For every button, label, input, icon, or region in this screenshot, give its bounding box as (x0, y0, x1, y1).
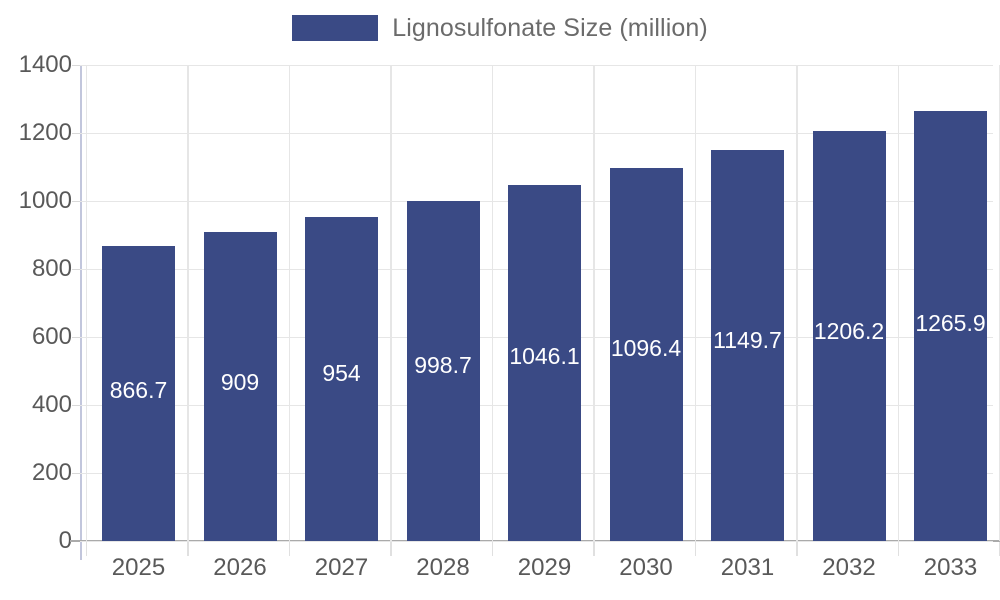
horizontal-gridline (80, 65, 993, 66)
vertical-gridline (187, 65, 189, 541)
x-axis-tick-mark (593, 542, 595, 556)
bar-value-label: 1265.9 (915, 309, 986, 336)
x-axis-tick-mark (187, 542, 189, 556)
bar[interactable] (914, 110, 987, 541)
y-axis-tick-label: 600 (31, 323, 72, 350)
y-axis-tick-label: 400 (31, 391, 72, 418)
bar-value-label: 954 (322, 360, 361, 387)
x-axis-tick-label: 2025 (111, 554, 166, 581)
bar-value-label: 998.7 (414, 351, 472, 378)
bar[interactable] (508, 185, 581, 541)
legend-label: Lignosulfonate Size (million) (392, 13, 708, 42)
y-axis-tick-mark (72, 473, 80, 474)
x-axis-tick-mark (695, 542, 696, 556)
y-axis-tick-label: 800 (31, 255, 72, 282)
x-axis-tick-label: 2029 (517, 554, 572, 581)
bar[interactable] (812, 130, 886, 541)
plot-area: 866.7 909 954 998.7 1046.1 1096.4 1149.7 1206.2… (80, 65, 1000, 542)
x-axis-tick-label: 2032 (822, 554, 876, 581)
bar-value-label: 909 (220, 368, 260, 395)
vertical-gridline (796, 65, 798, 541)
horizontal-gridline (80, 541, 993, 542)
y-axis-tick-mark (72, 337, 80, 338)
x-axis-tick-label: 2026 (213, 554, 267, 581)
y-axis-tick-label: 200 (31, 459, 72, 486)
x-axis-tick-mark (796, 542, 798, 556)
y-axis-tick-mark (72, 65, 80, 66)
bar[interactable] (305, 216, 378, 541)
bar[interactable] (609, 168, 683, 541)
x-axis-tick-label: 2033 (923, 554, 978, 581)
vertical-gridline (898, 65, 899, 541)
x-axis-tick-mark (898, 542, 899, 556)
vertical-gridline (593, 65, 595, 541)
x-axis-tick-label: 2030 (619, 554, 673, 581)
x-axis-tick-mark (390, 542, 392, 556)
bar[interactable] (203, 231, 277, 541)
y-axis-tick-label: 0 (58, 527, 72, 554)
vertical-gridline (289, 65, 290, 541)
legend-color-swatch-icon (292, 15, 379, 41)
x-axis-tick-label: 2028 (416, 554, 470, 581)
x-axis-tick-label: 2027 (314, 554, 369, 581)
bar-value-label: 1096.4 (610, 335, 682, 361)
y-axis-tick-label: 1400 (18, 51, 72, 78)
x-axis-tick-mark (492, 542, 493, 556)
y-axis-spine (80, 65, 82, 560)
y-axis-tick-mark (72, 269, 80, 270)
bar-value-label: 1206.2 (813, 318, 885, 345)
vertical-gridline (695, 65, 696, 541)
bar-value-label: 1149.7 (713, 326, 782, 353)
vertical-gridline (492, 65, 493, 541)
x-axis-tick-mark (289, 542, 290, 556)
x-axis-tick-label: 2031 (720, 554, 775, 581)
y-axis-tick-label: 1200 (18, 119, 72, 146)
x-axis-tick-mark (86, 542, 87, 556)
bar[interactable] (406, 201, 480, 541)
y-axis-tick-labels: 0 200 400 600 800 1000 1200 1400 (0, 0, 80, 600)
bar[interactable] (711, 150, 784, 541)
vertical-gridline (86, 65, 87, 541)
y-axis-tick-label: 1000 (18, 187, 72, 214)
bar-value-label: 1046.1 (509, 343, 580, 370)
bar[interactable] (102, 246, 175, 541)
y-axis-tick-mark (72, 405, 80, 406)
horizontal-gridline (80, 133, 993, 134)
vertical-gridline (390, 65, 392, 541)
bar-value-label: 866.7 (109, 377, 168, 403)
chart-legend: Lignosulfonate Size (million) (0, 8, 1000, 48)
y-axis-tick-mark (72, 201, 80, 202)
y-axis-tick-mark (72, 133, 80, 134)
